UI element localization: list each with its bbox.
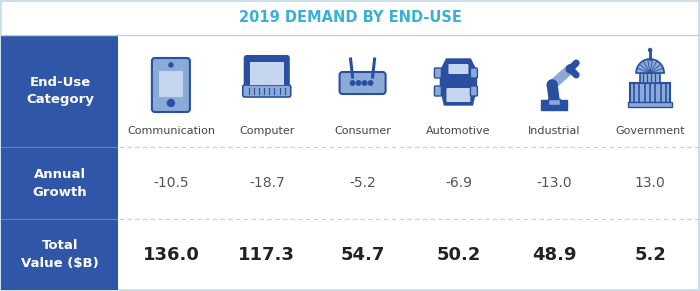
FancyBboxPatch shape [159, 71, 183, 97]
FancyBboxPatch shape [470, 68, 477, 78]
FancyBboxPatch shape [250, 62, 284, 85]
FancyBboxPatch shape [449, 64, 468, 74]
Text: 54.7: 54.7 [340, 246, 385, 263]
Text: 48.9: 48.9 [532, 246, 577, 263]
Text: 50.2: 50.2 [436, 246, 481, 263]
FancyBboxPatch shape [1, 219, 118, 290]
FancyBboxPatch shape [245, 56, 288, 90]
Text: Industrial: Industrial [528, 126, 580, 136]
Wedge shape [636, 59, 664, 73]
FancyBboxPatch shape [435, 86, 442, 96]
Text: End-Use
Category: End-Use Category [26, 75, 94, 107]
Circle shape [169, 63, 173, 67]
Circle shape [649, 49, 652, 52]
Text: -6.9: -6.9 [445, 176, 472, 190]
FancyBboxPatch shape [152, 58, 190, 112]
FancyBboxPatch shape [435, 68, 442, 78]
FancyBboxPatch shape [447, 88, 470, 102]
Text: Total
Value ($B): Total Value ($B) [21, 239, 99, 270]
Circle shape [167, 100, 174, 107]
Circle shape [363, 81, 367, 85]
Text: 117.3: 117.3 [238, 246, 295, 263]
FancyBboxPatch shape [1, 35, 118, 147]
Text: Communication: Communication [127, 126, 215, 136]
Circle shape [368, 81, 373, 85]
Circle shape [547, 80, 557, 90]
Circle shape [566, 65, 574, 73]
Text: -10.5: -10.5 [153, 176, 189, 190]
Text: -5.2: -5.2 [349, 176, 376, 190]
Polygon shape [440, 59, 477, 105]
Text: -18.7: -18.7 [249, 176, 285, 190]
Text: 136.0: 136.0 [143, 246, 199, 263]
Text: 5.2: 5.2 [634, 246, 666, 263]
FancyBboxPatch shape [470, 86, 477, 96]
FancyBboxPatch shape [340, 72, 386, 94]
FancyBboxPatch shape [541, 100, 567, 110]
Text: Automotive: Automotive [426, 126, 491, 136]
Text: Annual
Growth: Annual Growth [33, 168, 88, 198]
Text: Government: Government [615, 126, 685, 136]
FancyBboxPatch shape [243, 85, 290, 97]
FancyBboxPatch shape [630, 83, 670, 103]
FancyBboxPatch shape [1, 147, 118, 219]
Text: Computer: Computer [239, 126, 295, 136]
Text: -13.0: -13.0 [536, 176, 572, 190]
FancyBboxPatch shape [548, 99, 560, 105]
FancyBboxPatch shape [640, 73, 660, 83]
FancyBboxPatch shape [628, 102, 672, 107]
Circle shape [351, 81, 355, 85]
Circle shape [356, 81, 360, 85]
Text: 13.0: 13.0 [635, 176, 666, 190]
Text: 2019 DEMAND BY END-USE: 2019 DEMAND BY END-USE [239, 10, 461, 25]
Text: Consumer: Consumer [334, 126, 391, 136]
